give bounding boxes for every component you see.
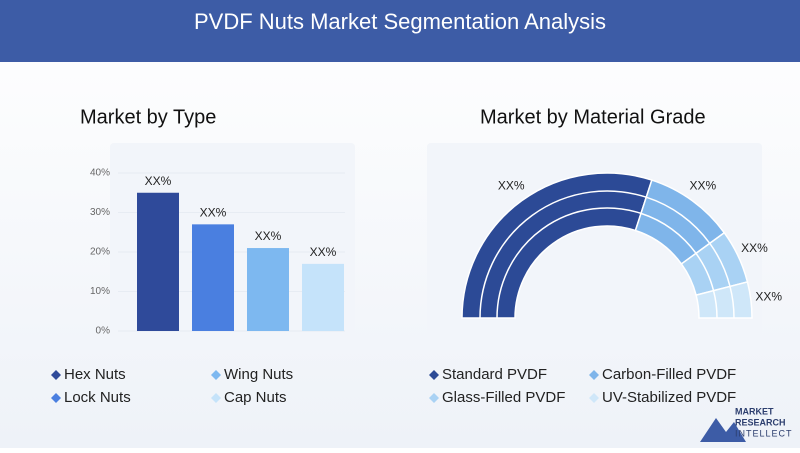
legend-label: UV-Stabilized PVDF [602,389,736,406]
logo-icon [700,418,746,442]
legend-label: Glass-Filled PVDF [442,389,565,406]
legend-marker [429,393,439,403]
bar [302,263,344,331]
value-label: XX% [255,229,282,243]
bar [247,248,289,331]
legend-marker [51,370,61,380]
legend-label: Wing Nuts [224,366,293,383]
y-tick-label: 0% [96,326,111,337]
chart-title: Market by Type [80,106,216,128]
value-label: XX% [498,178,525,192]
value-label: XX% [310,245,337,259]
legend-marker [589,393,599,403]
legend-marker [589,370,599,380]
y-tick-label: 30% [90,207,110,218]
legend-marker [429,370,439,380]
logo-text: RESEARCH [735,417,786,427]
y-tick-label: 20% [90,247,110,258]
legend-marker [51,393,61,403]
bar [192,224,234,331]
legend-label: Standard PVDF [442,366,547,383]
legend-label: Cap Nuts [224,389,287,406]
legend-marker [211,393,221,403]
value-label: XX% [689,178,716,192]
arc-segment [695,281,753,319]
logo-text: INTELLECT [735,428,793,438]
value-label: XX% [741,241,768,255]
legend-marker [211,370,221,380]
value-label: XX% [200,206,227,220]
logo-text: MARKET [735,406,774,416]
legend-label: Carbon-Filled PVDF [602,366,736,383]
y-tick-label: 10% [90,286,110,297]
bar [137,192,179,331]
y-tick-label: 40% [90,168,110,179]
legend-label: Hex Nuts [64,366,126,383]
header-band [0,0,800,62]
legend-label: Lock Nuts [64,389,131,406]
header-title: PVDF Nuts Market Segmentation Analysis [194,9,606,34]
chart-title: Market by Material Grade [480,106,706,128]
value-label: XX% [145,174,172,188]
value-label: XX% [755,290,782,304]
